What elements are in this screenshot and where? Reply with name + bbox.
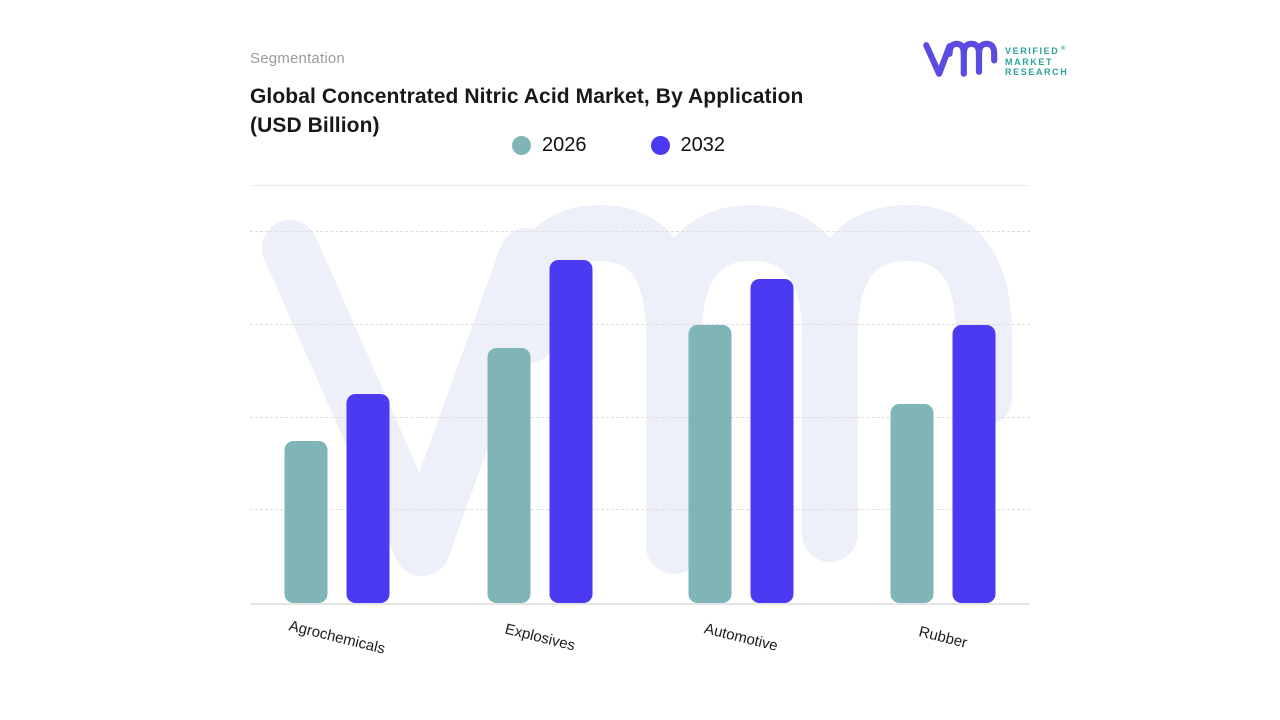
legend-swatch-icon — [512, 136, 531, 155]
bar-2026-agrochemicals — [284, 441, 328, 603]
brand-logo-text: VERIFIED ® MARKET RESEARCH — [1005, 44, 1068, 78]
brand-logo-text-line: VERIFIED ® — [1005, 46, 1066, 56]
bar-2026-rubber — [890, 404, 934, 603]
chart-title: Global Concentrated Nitric Acid Market, … — [250, 82, 890, 140]
gridline — [250, 509, 1030, 511]
category-label-agrochemicals: Agrochemicals — [286, 617, 387, 658]
bar-group-rubber — [890, 325, 996, 603]
registered-mark: ® — [1059, 46, 1066, 52]
chart-title-line1: Global Concentrated Nitric Acid Market, … — [250, 85, 804, 108]
gridline — [250, 416, 1030, 418]
bar-2032-automotive — [750, 279, 794, 603]
bar-2032-rubber — [952, 325, 996, 603]
bar-group-agrochemicals — [284, 394, 390, 603]
legend-label: 2026 — [542, 134, 587, 156]
bar-2032-agrochemicals — [346, 394, 390, 603]
bar-group-automotive — [688, 279, 794, 603]
vmr-logo-icon — [923, 40, 998, 77]
bar-2026-explosives — [487, 348, 531, 603]
gridline — [250, 324, 1030, 326]
plot-area: Agrochemicals Explosives Automotive Rubber — [250, 185, 1030, 658]
category-label-automotive: Automotive — [702, 620, 780, 655]
legend-swatch-icon — [650, 136, 670, 155]
bar-2032-explosives — [549, 260, 593, 603]
bar-2026-automotive — [688, 325, 732, 603]
legend-item-2032: 2032 — [650, 134, 726, 157]
legend: 2026 2032 — [512, 134, 725, 157]
legend-label: 2032 — [680, 134, 726, 156]
bar-group-explosives — [487, 260, 593, 603]
category-label-rubber: Rubber — [917, 623, 970, 652]
eyebrow-label: Segmentation — [250, 50, 345, 67]
legend-item-2026: 2026 — [512, 134, 587, 157]
brand-logo-text-line: MARKET — [1005, 56, 1054, 67]
gridline — [250, 231, 1030, 233]
brand-logo-text-line: RESEARCH — [1005, 67, 1069, 77]
brand-logo: VERIFIED ® MARKET RESEARCH — [922, 36, 1068, 82]
category-label-explosives: Explosives — [503, 620, 577, 655]
chart-title-line2: (USD Billion) — [250, 114, 380, 137]
